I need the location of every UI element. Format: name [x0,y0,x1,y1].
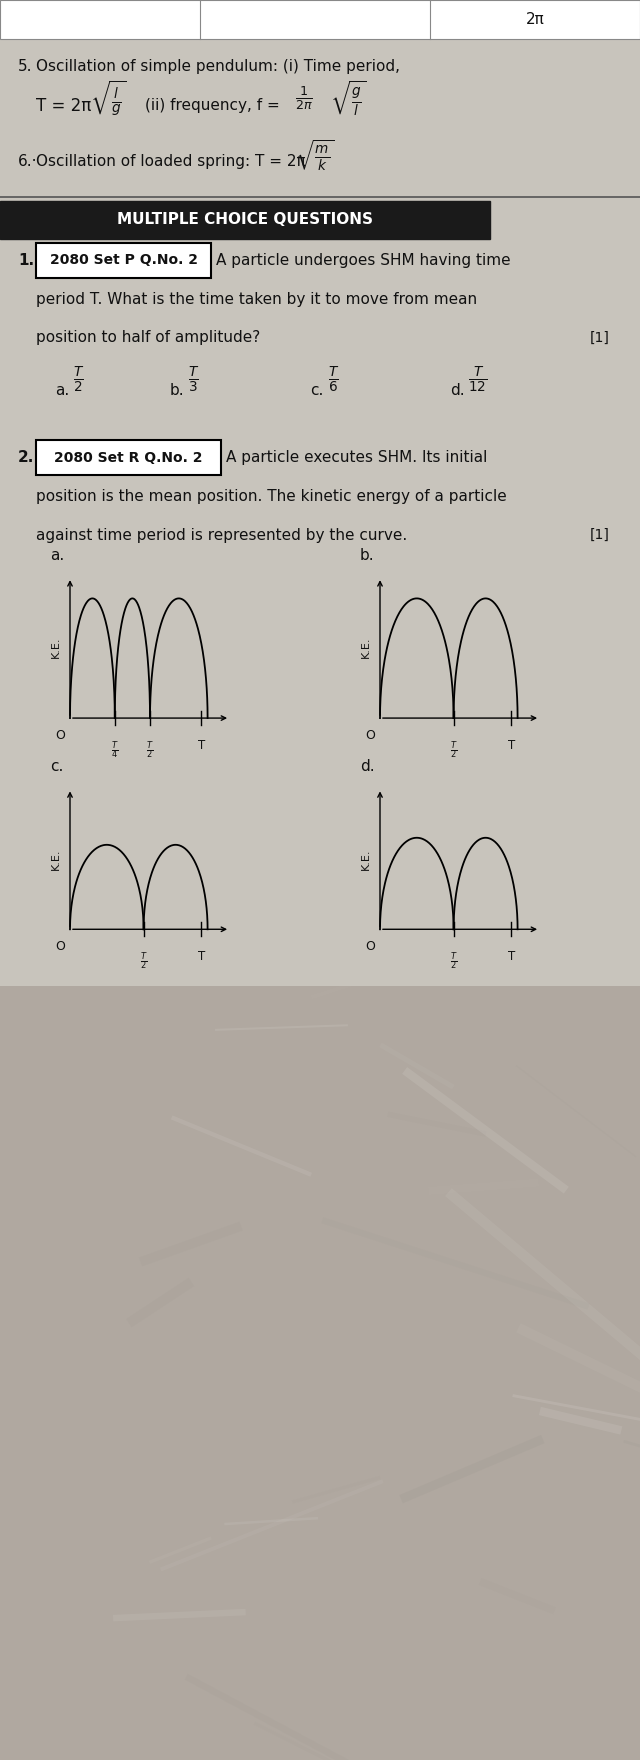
Text: $\frac{T}{2}$: $\frac{T}{2}$ [73,364,84,396]
Text: 6.·: 6.· [18,155,38,169]
Text: a.: a. [50,547,64,563]
Text: Oscillation of simple pendulum: (i) Time period,: Oscillation of simple pendulum: (i) Time… [36,60,400,74]
Text: A particle executes SHM. Its initial: A particle executes SHM. Its initial [226,451,488,465]
Text: [1]: [1] [590,528,610,542]
Text: A particle undergoes SHM having time: A particle undergoes SHM having time [216,253,511,268]
Text: $\sqrt{\frac{l}{g}}$: $\sqrt{\frac{l}{g}}$ [90,79,127,118]
Text: K.E.: K.E. [361,637,371,658]
Text: $\sqrt{\frac{g}{l}}$: $\sqrt{\frac{g}{l}}$ [330,79,367,118]
Text: against time period is represented by the curve.: against time period is represented by th… [36,528,407,542]
Text: c.: c. [310,384,323,398]
Text: $\frac{1}{2\pi}$: $\frac{1}{2\pi}$ [295,84,313,113]
Text: 2080 Set R Q.No. 2: 2080 Set R Q.No. 2 [54,451,203,465]
Text: O: O [55,940,65,954]
Text: T: T [508,739,515,752]
Bar [36,243,211,278]
Bar [0,201,490,239]
Text: $\frac{T}{2}$: $\frac{T}{2}$ [146,739,154,760]
Text: MULTIPLE CHOICE QUESTIONS: MULTIPLE CHOICE QUESTIONS [117,213,373,227]
Text: 2080 Set P Q.No. 2: 2080 Set P Q.No. 2 [49,253,198,268]
Text: Oscillation of loaded spring: T = 2π: Oscillation of loaded spring: T = 2π [36,155,306,169]
Text: $\frac{T}{12}$: $\frac{T}{12}$ [468,364,488,396]
Text: $\frac{T}{2}$: $\frac{T}{2}$ [140,950,147,972]
Text: T: T [198,739,205,752]
Text: period T. What is the time taken by it to move from mean: period T. What is the time taken by it t… [36,292,477,306]
Text: 2.: 2. [18,451,35,465]
Text: c.: c. [50,759,63,774]
Text: T: T [508,950,515,963]
Text: $\frac{T}{4}$: $\frac{T}{4}$ [111,739,118,760]
Text: K.E.: K.E. [361,848,371,869]
Text: 2π: 2π [525,12,545,26]
Text: 5.: 5. [18,60,33,74]
Text: b.: b. [170,384,184,398]
Text: $\frac{T}{2}$: $\frac{T}{2}$ [450,739,458,760]
Text: d.: d. [360,759,374,774]
Bar [36,440,221,475]
Text: b.: b. [360,547,374,563]
Text: position is the mean position. The kinetic energy of a particle: position is the mean position. The kinet… [36,489,507,503]
Text: T = 2π: T = 2π [36,97,92,114]
Text: $\frac{T}{3}$: $\frac{T}{3}$ [188,364,199,396]
Text: O: O [365,729,375,743]
Text: $\sqrt{\frac{m}{k}}$: $\sqrt{\frac{m}{k}}$ [295,137,335,172]
Text: K.E.: K.E. [51,637,61,658]
Text: (ii) frequency, f =: (ii) frequency, f = [145,99,280,113]
Bar [0,0,640,39]
Text: O: O [365,940,375,954]
Text: position to half of amplitude?: position to half of amplitude? [36,331,260,345]
Text: $\frac{T}{2}$: $\frac{T}{2}$ [450,950,458,972]
Text: [1]: [1] [590,331,610,345]
Text: K.E.: K.E. [51,848,61,869]
Text: T: T [198,950,205,963]
Text: d.: d. [450,384,465,398]
Text: O: O [55,729,65,743]
Text: 1.: 1. [18,253,34,268]
Text: $\frac{T}{6}$: $\frac{T}{6}$ [328,364,339,396]
Text: a.: a. [55,384,69,398]
